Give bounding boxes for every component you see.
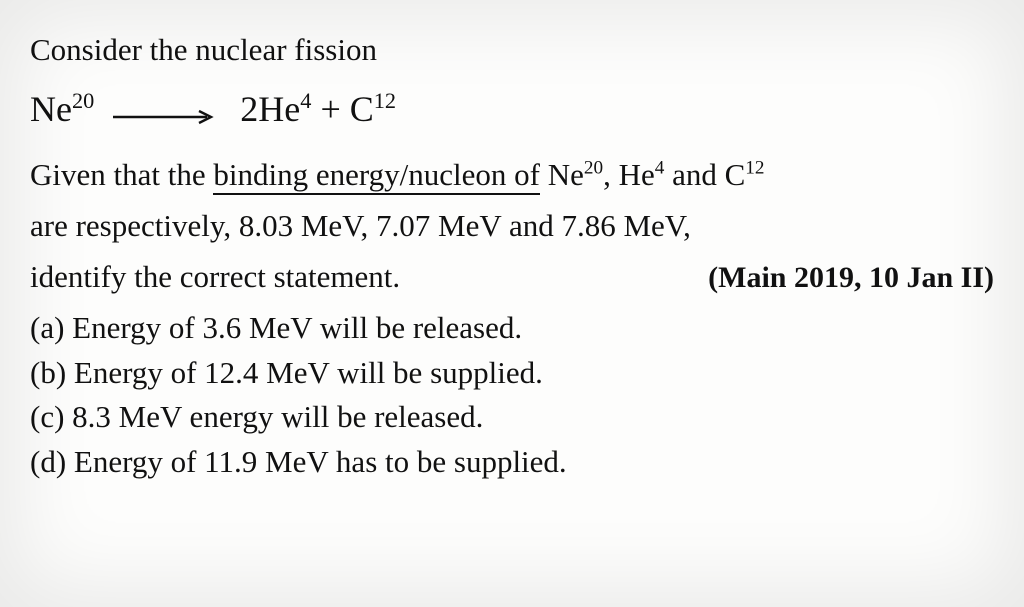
options-list: (a) Energy of 3.6 MeV will be released. … [30, 306, 994, 486]
exam-source: (Main 2019, 10 Jan II) [708, 256, 994, 300]
n3-el: C [725, 157, 746, 192]
fission-equation: Ne20 2He4 + C12 [30, 83, 994, 139]
given-postsp [540, 157, 548, 192]
n1-sup: 20 [584, 157, 603, 178]
question-block: Consider the nuclear fission Ne20 2He4 +… [30, 28, 994, 485]
identify-line: identify the correct statement. [30, 255, 400, 300]
given-line: Given that the binding energy/nucleon of… [30, 153, 994, 198]
coef: 2 [240, 89, 258, 129]
mid-sup: 4 [300, 88, 311, 113]
given-pre: Given that the [30, 157, 213, 192]
plus: + [311, 89, 349, 129]
comma1: , [603, 157, 619, 192]
option-c: (c) 8.3 MeV energy will be released. [30, 395, 994, 440]
lhs-element: Ne [30, 89, 72, 129]
and1: and [664, 157, 724, 192]
given-underlined: binding energy/nucleon of [213, 157, 540, 195]
lhs-sup: 20 [72, 88, 94, 113]
identify-row: identify the correct statement. (Main 20… [30, 255, 994, 300]
option-a: (a) Energy of 3.6 MeV will be released. [30, 306, 994, 351]
n3-sup: 12 [745, 157, 764, 178]
option-b: (b) Energy of 12.4 MeV will be supplied. [30, 351, 994, 396]
prompt-line: Consider the nuclear fission [30, 28, 994, 73]
rhs-element: C [350, 89, 374, 129]
option-d: (d) Energy of 11.9 MeV has to be supplie… [30, 440, 994, 485]
values-line: are respectively, 8.03 MeV, 7.07 MeV and… [30, 204, 994, 249]
mid-element: He [258, 89, 300, 129]
rhs-sup: 12 [374, 88, 396, 113]
arrow-icon [111, 87, 221, 139]
n2-el: He [619, 157, 655, 192]
n1-el: Ne [548, 157, 584, 192]
n2-sup: 4 [655, 157, 665, 178]
